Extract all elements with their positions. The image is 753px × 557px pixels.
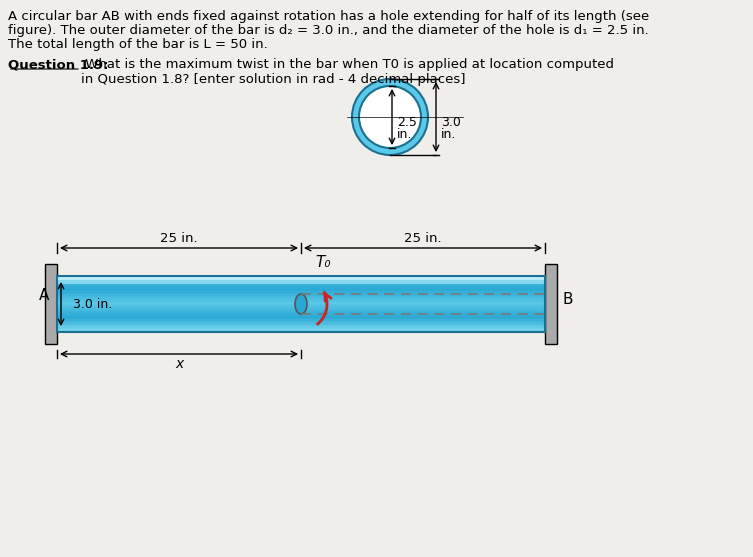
Bar bbox=[57, 292, 545, 294]
Text: in.: in. bbox=[441, 129, 456, 141]
Bar bbox=[57, 276, 545, 280]
Bar bbox=[57, 280, 545, 282]
Bar bbox=[57, 313, 545, 315]
Bar bbox=[57, 285, 545, 287]
Bar bbox=[57, 319, 545, 321]
Bar bbox=[57, 316, 545, 318]
Bar bbox=[57, 301, 545, 302]
Bar bbox=[57, 287, 545, 289]
Bar bbox=[57, 317, 545, 319]
Text: A: A bbox=[38, 289, 49, 304]
Text: 3.0 in.: 3.0 in. bbox=[73, 297, 112, 310]
Bar bbox=[57, 329, 545, 331]
Text: 25 in.: 25 in. bbox=[160, 232, 198, 245]
Bar bbox=[57, 315, 545, 316]
Bar bbox=[57, 284, 545, 286]
Text: figure). The outer diameter of the bar is d₂ = 3.0 in., and the diameter of the : figure). The outer diameter of the bar i… bbox=[8, 24, 649, 37]
Bar bbox=[57, 307, 545, 310]
Bar bbox=[545, 264, 557, 344]
Text: The total length of the bar is L = 50 in.: The total length of the bar is L = 50 in… bbox=[8, 38, 268, 51]
Bar bbox=[57, 295, 545, 297]
Bar bbox=[45, 264, 57, 344]
Bar bbox=[57, 276, 545, 284]
Bar bbox=[57, 326, 545, 328]
Bar bbox=[57, 304, 545, 305]
Text: T₀: T₀ bbox=[315, 255, 331, 270]
Bar bbox=[57, 328, 545, 329]
Bar bbox=[57, 288, 545, 290]
Circle shape bbox=[352, 79, 428, 155]
Bar bbox=[57, 281, 545, 283]
Text: x: x bbox=[175, 357, 183, 371]
Bar bbox=[57, 277, 545, 279]
Text: B: B bbox=[563, 292, 574, 307]
Bar bbox=[57, 305, 545, 307]
Bar bbox=[57, 306, 545, 308]
Bar bbox=[57, 302, 545, 304]
Text: 2.5: 2.5 bbox=[397, 115, 417, 129]
Bar bbox=[57, 278, 545, 280]
Text: 25 in.: 25 in. bbox=[404, 232, 442, 245]
Bar bbox=[57, 310, 545, 312]
Bar bbox=[57, 291, 545, 293]
Text: What is the maximum twist in the bar when T0 is applied at location computed
in : What is the maximum twist in the bar whe… bbox=[81, 58, 614, 86]
Bar bbox=[57, 290, 545, 291]
Ellipse shape bbox=[295, 294, 307, 314]
Bar bbox=[57, 322, 545, 324]
Bar bbox=[57, 330, 545, 332]
Bar bbox=[57, 299, 545, 301]
Text: in.: in. bbox=[397, 129, 413, 141]
Bar bbox=[57, 325, 545, 326]
Text: A circular bar AB with ends fixed against rotation has a hole extending for half: A circular bar AB with ends fixed agains… bbox=[8, 10, 649, 23]
Bar bbox=[57, 294, 545, 296]
Bar bbox=[57, 276, 545, 332]
Bar bbox=[57, 298, 545, 300]
Text: 3.0: 3.0 bbox=[441, 115, 461, 129]
Bar bbox=[57, 320, 545, 322]
Bar bbox=[57, 276, 545, 277]
Bar bbox=[57, 312, 545, 314]
Bar bbox=[57, 323, 545, 325]
Bar bbox=[57, 296, 545, 299]
Circle shape bbox=[359, 86, 421, 148]
Bar bbox=[57, 309, 545, 311]
Text: Question 1.9:: Question 1.9: bbox=[8, 58, 108, 71]
Bar bbox=[57, 282, 545, 285]
Bar bbox=[57, 276, 545, 332]
